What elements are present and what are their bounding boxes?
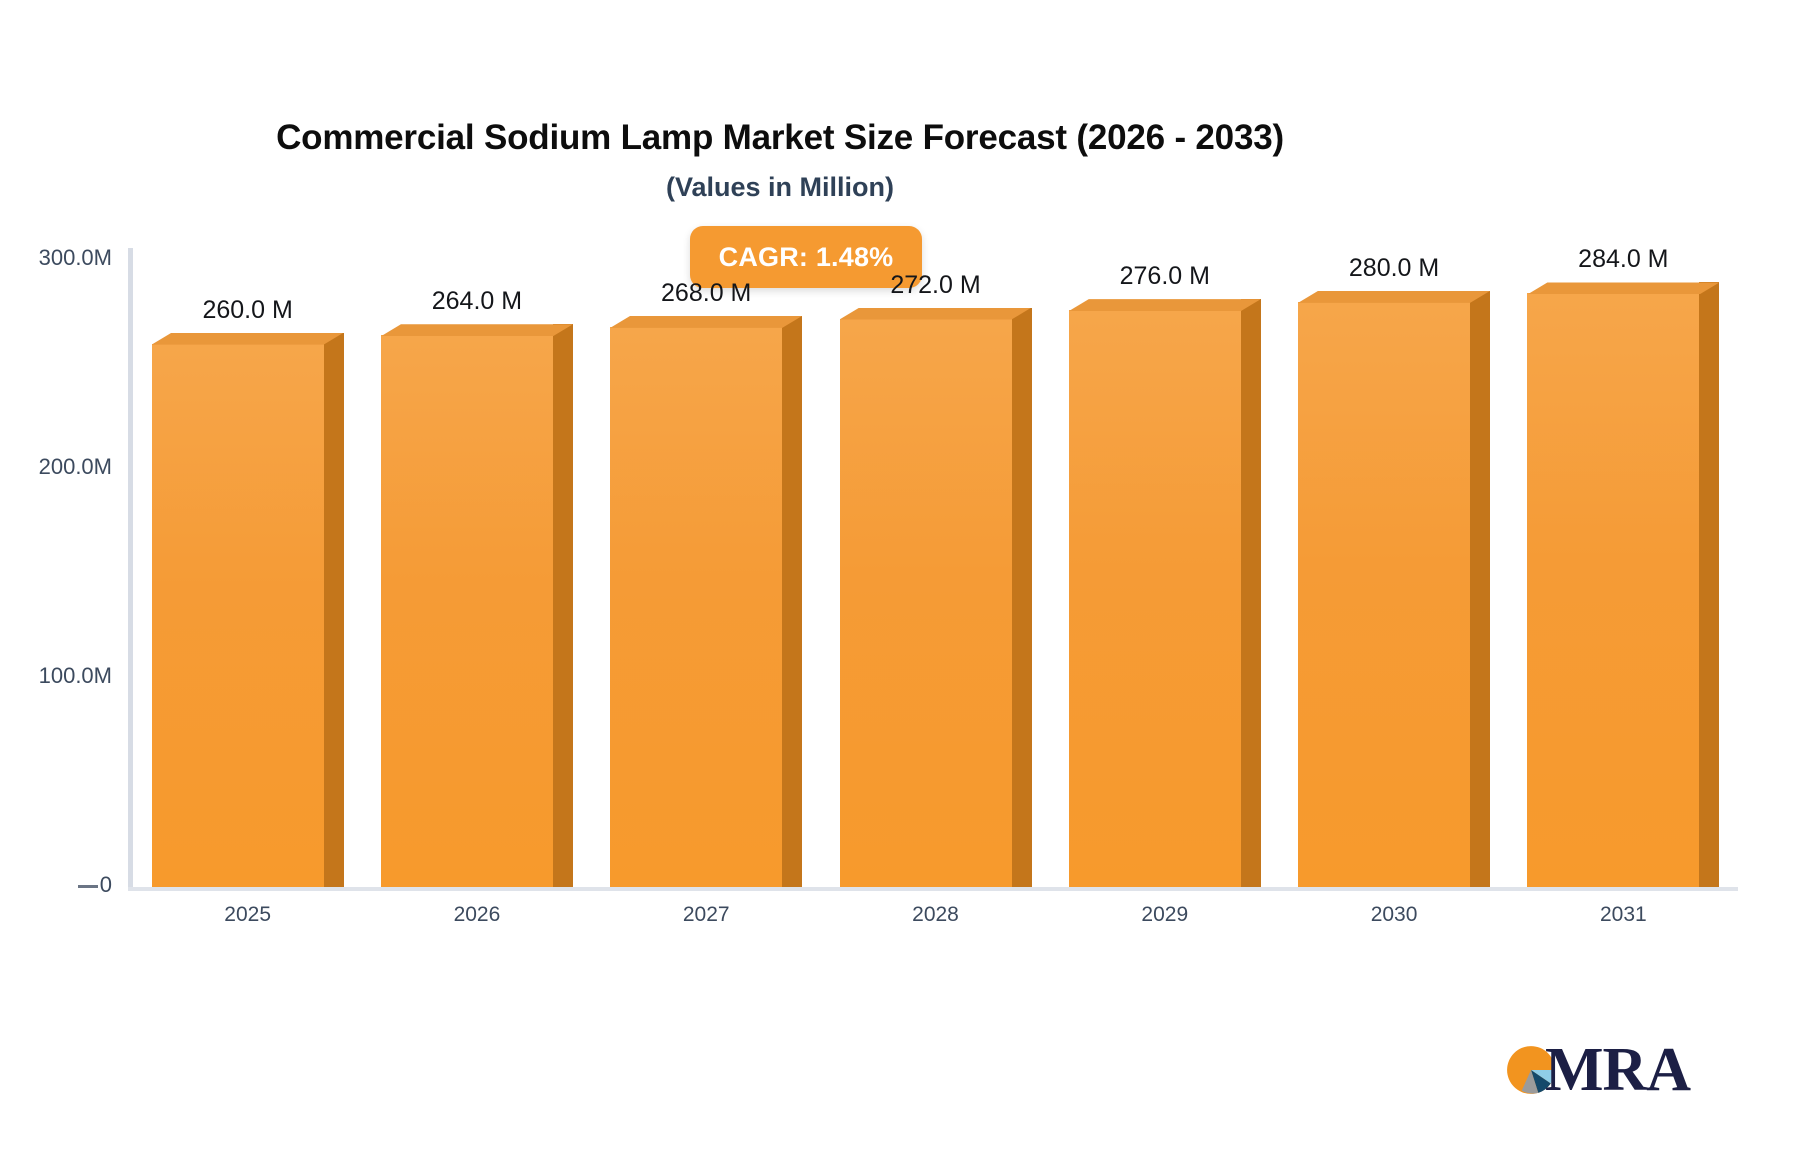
x-axis-line bbox=[128, 887, 1738, 891]
bar-top-face bbox=[610, 315, 803, 328]
x-axis-tick-label: 2027 bbox=[682, 903, 730, 926]
bar-2026[interactable] bbox=[380, 315, 573, 887]
bar-2029[interactable] bbox=[1068, 290, 1261, 887]
bar-top-face bbox=[1068, 299, 1261, 312]
x-axis-tick-label: 2031 bbox=[1599, 903, 1647, 926]
pie-chart-icon bbox=[1505, 1044, 1557, 1096]
x-axis-tick-label: 2028 bbox=[912, 903, 959, 926]
bar-value-label: 268.0 M bbox=[661, 278, 752, 307]
bar-top-face bbox=[380, 324, 573, 337]
bar-side-face bbox=[323, 332, 344, 887]
bar-top-face bbox=[151, 332, 344, 345]
bar-value-label: 284.0 M bbox=[1578, 245, 1669, 274]
brand-logo: MRA bbox=[1505, 1036, 1691, 1104]
chart-title: Commercial Sodium Lamp Market Size Forec… bbox=[276, 118, 1284, 157]
bar-value-label: 276.0 M bbox=[1119, 262, 1210, 291]
bar-top-face bbox=[1298, 290, 1491, 303]
y-axis-line bbox=[128, 248, 133, 889]
bar-2031[interactable] bbox=[1527, 273, 1720, 887]
y-axis-tick-mark bbox=[78, 885, 98, 888]
bar-2027[interactable] bbox=[610, 307, 803, 887]
bar-side-face bbox=[1240, 299, 1261, 887]
plot-area bbox=[128, 248, 1738, 891]
y-axis-tick-label: 200.0M bbox=[38, 454, 112, 479]
bar-side-face bbox=[1470, 290, 1491, 887]
bar-series bbox=[133, 248, 1738, 889]
x-axis-tick-label: 2025 bbox=[224, 903, 271, 926]
bar-2030[interactable] bbox=[1298, 282, 1491, 887]
bar-front-face bbox=[1068, 310, 1241, 887]
bar-2025[interactable] bbox=[151, 324, 344, 887]
bar-side-face bbox=[1011, 307, 1032, 887]
bar-front-face bbox=[151, 343, 324, 887]
cagr-badge: CAGR: 1.48% bbox=[690, 226, 922, 288]
pie-chart-icon-svg bbox=[1507, 1046, 1555, 1094]
bar-value-label: 280.0 M bbox=[1348, 253, 1440, 282]
y-axis: 300.0M 200.0M 100.0M 0 bbox=[0, 245, 112, 897]
bar-side-face bbox=[552, 324, 573, 887]
bar-value-label: 264.0 M bbox=[431, 287, 523, 316]
bar-side-face bbox=[782, 315, 803, 887]
bar-front-face bbox=[1298, 301, 1471, 887]
x-axis-tick-label: 2030 bbox=[1370, 903, 1418, 926]
bar-top-face bbox=[1527, 282, 1720, 295]
bar-front-face bbox=[1527, 293, 1700, 887]
x-axis-tick-label: 2026 bbox=[453, 903, 501, 926]
bar-front-face bbox=[610, 326, 783, 887]
y-axis-tick-label: 300.0M bbox=[38, 245, 112, 270]
y-axis-tick-label: 100.0M bbox=[38, 663, 112, 688]
bar-value-label: 272.0 M bbox=[890, 270, 981, 299]
y-axis-tick-label: 0 bbox=[99, 872, 112, 897]
x-axis-tick-label: 2029 bbox=[1141, 903, 1189, 926]
chart-subtitle: (Values in Million) bbox=[665, 172, 895, 202]
bar-front-face bbox=[839, 318, 1012, 887]
bar-value-label: 260.0 M bbox=[202, 295, 293, 324]
bar-side-face bbox=[1699, 282, 1720, 887]
bar-2028[interactable] bbox=[839, 299, 1032, 887]
bar-top-face bbox=[839, 307, 1032, 320]
bar-front-face bbox=[380, 335, 553, 887]
logo-wordmark: MRA bbox=[1545, 1036, 1691, 1104]
